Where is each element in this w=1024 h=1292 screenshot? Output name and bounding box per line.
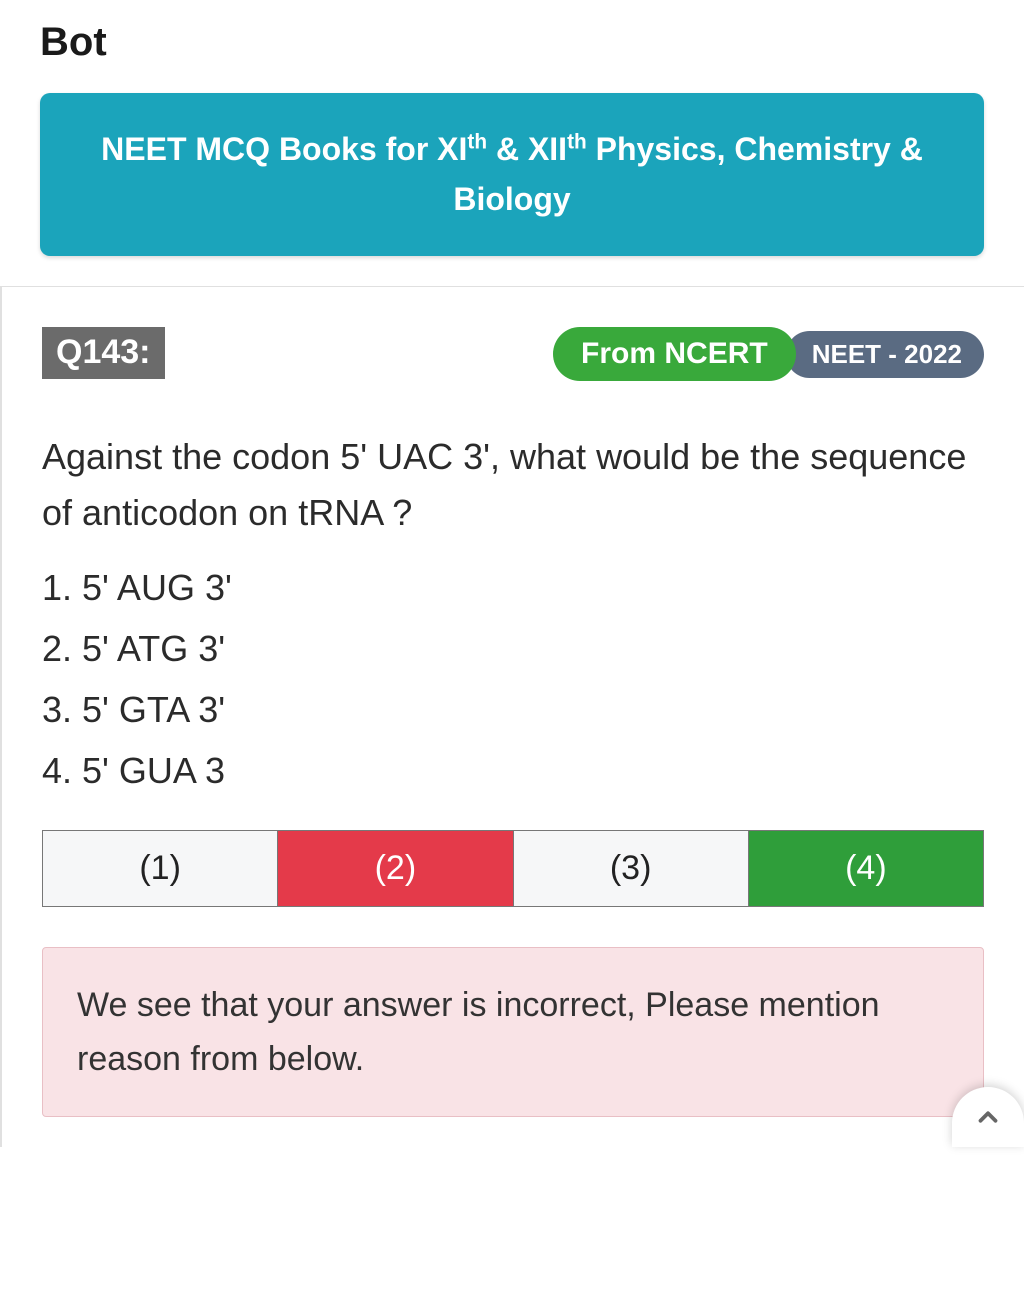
option-item: 3. 5' GTA 3' — [42, 679, 984, 740]
scroll-up-button[interactable] — [952, 1087, 1024, 1147]
answer-cell-3[interactable]: (3) — [514, 831, 749, 906]
option-item: 1. 5' AUG 3' — [42, 557, 984, 618]
question-section: Q143: From NCERT NEET - 2022 Against the… — [0, 287, 1024, 1147]
answer-cell-4[interactable]: (4) — [749, 831, 983, 906]
bot-heading: Bot — [40, 20, 984, 65]
question-header-row: Q143: From NCERT NEET - 2022 — [42, 327, 984, 381]
answer-grid: (1) (2) (3) (4) — [42, 830, 984, 907]
option-item: 4. 5' GUA 3 — [42, 740, 984, 801]
source-tag: From NCERT — [553, 327, 796, 381]
year-tag: NEET - 2022 — [786, 331, 984, 378]
question-number-badge: Q143: — [42, 327, 165, 379]
chevron-up-icon — [973, 1102, 1003, 1132]
question-tags: From NCERT NEET - 2022 — [553, 327, 984, 381]
options-list: 1. 5' AUG 3' 2. 5' ATG 3' 3. 5' GTA 3' 4… — [42, 557, 984, 802]
promo-section: Bot NEET MCQ Books for XIth & XIIth Phys… — [0, 20, 1024, 287]
question-text: Against the codon 5' UAC 3', what would … — [42, 429, 984, 541]
feedback-message: We see that your answer is incorrect, Pl… — [42, 947, 984, 1118]
answer-cell-2[interactable]: (2) — [278, 831, 513, 906]
answer-cell-1[interactable]: (1) — [43, 831, 278, 906]
option-item: 2. 5' ATG 3' — [42, 618, 984, 679]
promo-banner-button[interactable]: NEET MCQ Books for XIth & XIIth Physics,… — [40, 93, 984, 256]
